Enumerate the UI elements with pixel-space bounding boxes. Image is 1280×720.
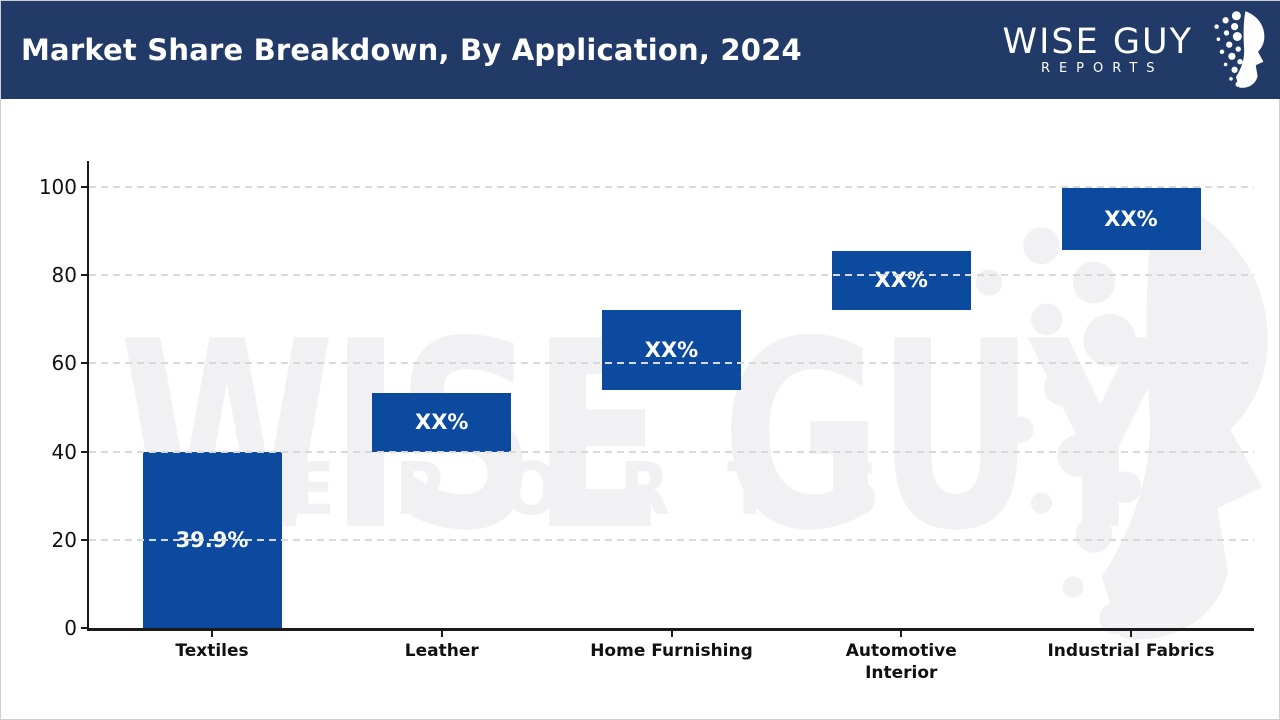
y-tick-label-80: 80 — [51, 263, 77, 288]
x-axis-line — [87, 628, 1254, 631]
gridline-y-20 — [89, 538, 1254, 541]
x-tick-1 — [440, 628, 443, 637]
y-tick-label-0: 0 — [64, 616, 77, 640]
bar-4: XX% — [1061, 187, 1201, 250]
y-tick-20 — [81, 538, 89, 541]
y-tick-100 — [81, 186, 89, 188]
x-tick-3 — [900, 628, 903, 637]
x-category-label: Textiles — [175, 641, 249, 661]
y-tick-label-40: 40 — [51, 439, 77, 464]
x-tick-2 — [670, 628, 673, 637]
y-tick-label-100: 100 — [38, 175, 77, 199]
logo-head-icon — [1214, 11, 1265, 88]
bar-3: XX% — [831, 250, 971, 311]
gridline-y-60 — [89, 362, 1254, 365]
bar-value-label: XX% — [1104, 206, 1158, 231]
logo-primary-text: WISE GUY — [1002, 21, 1193, 62]
bar-value-label: XX% — [415, 410, 469, 435]
bar-2: XX% — [602, 310, 741, 390]
y-tick-label-20: 20 — [51, 527, 77, 552]
plot: 0 20 40 60 80 100 39.9% XX% XX% XX% XX% Textiles Lea… — [1, 99, 1279, 719]
bar-value-label: XX% — [874, 268, 928, 293]
logo-secondary-text: REPORTS — [1040, 61, 1164, 77]
logo-wordmark: WISE GUY REPORTS — [1002, 21, 1193, 77]
page-title: Market Share Breakdown, By Application, … — [21, 33, 802, 67]
brand-logo: WISE GUY REPORTS — [1002, 8, 1267, 92]
x-tick-0 — [211, 628, 213, 637]
gridline-y-40 — [89, 450, 1254, 453]
x-category-label: Automotive Interior — [845, 641, 957, 683]
x-category-label: Home Furnishing — [590, 641, 753, 661]
bar-value-label: XX% — [644, 338, 699, 363]
y-axis-line — [87, 161, 89, 631]
y-tick-40 — [81, 450, 89, 453]
y-tick-label-60: 60 — [51, 351, 77, 376]
y-tick-80 — [81, 274, 89, 277]
x-category-label: Leather — [404, 641, 479, 661]
y-tick-0 — [81, 627, 89, 629]
header: Market Share Breakdown, By Application, … — [1, 1, 1280, 99]
bar-1: XX% — [372, 392, 512, 452]
x-category-label: Industrial Fabrics — [1047, 641, 1215, 661]
chart-area: WISE GUY REPORTS 0 20 40 60 80 100 39.9% XX% XX%… — [1, 99, 1279, 719]
gridline-y-80 — [89, 274, 1254, 277]
y-tick-60 — [81, 362, 89, 365]
gridline-y-100 — [89, 186, 1254, 188]
